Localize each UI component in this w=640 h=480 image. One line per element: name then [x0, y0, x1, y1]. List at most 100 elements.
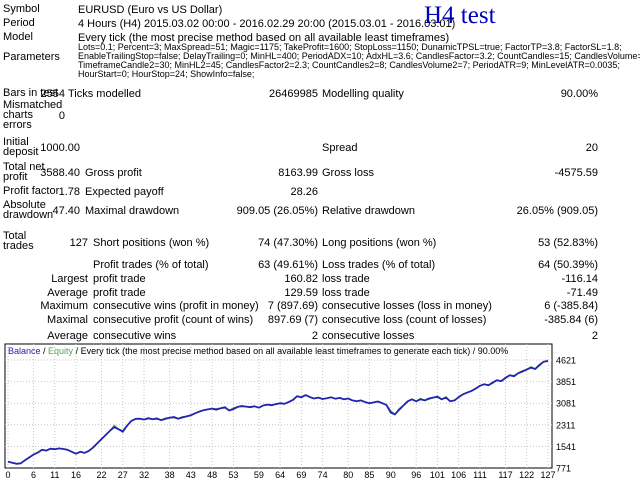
stat-label: Initial deposit — [3, 136, 39, 158]
stat-value: 63 (49.61%) — [258, 259, 318, 271]
svg-text:127: 127 — [540, 470, 555, 480]
svg-text:Balance / Equity / Every tick: Balance / Equity / Every tick (the most … — [8, 346, 508, 356]
svg-text:53: 53 — [228, 470, 238, 480]
svg-text:69: 69 — [296, 470, 306, 480]
svg-text:101: 101 — [430, 470, 445, 480]
model-value: Every tick (the most precise method base… — [78, 32, 450, 44]
svg-text:117: 117 — [498, 470, 512, 480]
svg-text:38: 38 — [165, 470, 175, 480]
stat-label: Relative drawdown — [322, 205, 415, 217]
symbol-label: Symbol — [3, 3, 40, 15]
stat-label: loss trade — [322, 287, 370, 299]
stat-value: 2554 — [40, 88, 65, 100]
stat-value: -4575.59 — [554, 167, 598, 179]
stat-value: 2 — [311, 330, 318, 342]
stat-label: consecutive wins (profit in money) — [93, 300, 259, 312]
stat-label: Expected payoff — [85, 186, 164, 198]
stat-label: Maximal drawdown — [85, 205, 180, 217]
svg-text:122: 122 — [519, 470, 534, 480]
svg-text:43: 43 — [186, 470, 196, 480]
stat-value: -116.14 — [561, 273, 599, 285]
page-title: H4 test — [424, 2, 496, 29]
period-label: Period — [3, 17, 35, 29]
stat-label: Modelling quality — [322, 88, 404, 100]
stat-value: 2 — [591, 330, 598, 342]
parameters-line-2: EnableTrailingStop=false; DelayTrailing=… — [78, 51, 640, 61]
stat-label: Average — [47, 330, 88, 342]
parameters-line-3: TimeframeCandle2=30; MinHL2=45; CandlesF… — [78, 60, 620, 70]
svg-text:80: 80 — [343, 470, 353, 480]
stat-value: 1.78 — [58, 186, 80, 198]
stat-label: Mismatched charts errors — [3, 99, 63, 131]
parameters-line-4: HourStart=0; HourStop=24; ShowInfo=false… — [78, 69, 255, 79]
stat-label: loss trade — [322, 273, 370, 285]
stat-value: 8163.99 — [278, 167, 318, 179]
svg-text:22: 22 — [96, 470, 106, 480]
svg-text:771: 771 — [556, 464, 571, 474]
mismatched-row: Mismatched charts errors 0 — [0, 100, 640, 132]
stat-value: 909.05 (26.05%) — [236, 205, 318, 217]
stat-value: 897.69 (7) — [267, 314, 318, 326]
stat-value: 64 (50.39%) — [538, 259, 598, 271]
total-trades-row: Total trades 127 Short positions (won %)… — [0, 231, 640, 253]
stat-value: 26469985 — [269, 88, 318, 100]
stat-label: Largest — [51, 273, 88, 285]
stat-value: 129.59 — [284, 287, 318, 299]
svg-text:2311: 2311 — [556, 420, 575, 430]
svg-text:64: 64 — [275, 470, 285, 480]
stat-label: consecutive loss (count of losses) — [322, 314, 487, 326]
svg-text:59: 59 — [254, 470, 264, 480]
stat-value: 90.00% — [560, 88, 598, 100]
parameters-label: Parameters — [3, 51, 60, 63]
stat-label: Gross loss — [322, 167, 374, 179]
parameters-row: Parameters Lots=0.1; Percent=3; MaxSprea… — [0, 43, 640, 81]
profit-factor-row: Profit factor 1.78 Expected payoff 28.26 — [0, 186, 640, 200]
svg-text:111: 111 — [473, 470, 487, 480]
stat-label: Spread — [322, 142, 358, 154]
maximum-consecutive-row: Maximum consecutive wins (profit in mone… — [0, 300, 640, 314]
stat-label: Gross profit — [85, 167, 142, 179]
svg-text:32: 32 — [139, 470, 149, 480]
stat-value: 0 — [58, 110, 65, 122]
initial-deposit-row: Initial deposit 1000.00 Spread 20 — [0, 137, 640, 159]
stat-label: consecutive losses (loss in money) — [322, 300, 492, 312]
model-label: Model — [3, 31, 33, 43]
stat-value: 127 — [69, 237, 88, 249]
svg-text:74: 74 — [318, 470, 328, 480]
stat-label: Ticks modelled — [68, 88, 141, 100]
svg-text:0: 0 — [5, 470, 10, 480]
stat-label: Average — [47, 287, 88, 299]
stat-value: -385.84 (6) — [544, 314, 598, 326]
stat-value: 20 — [585, 142, 598, 154]
svg-text:3851: 3851 — [556, 377, 576, 387]
stat-label: Total net profit — [3, 161, 45, 183]
stat-value: 47.40 — [52, 205, 80, 217]
largest-trade-row: Largest profit trade 160.82 loss trade -… — [0, 273, 640, 287]
stat-label: Total trades — [3, 230, 34, 252]
svg-text:106: 106 — [451, 470, 466, 480]
svg-text:1541: 1541 — [556, 442, 576, 452]
average-trade-row: Average profit trade 129.59 loss trade -… — [0, 287, 640, 301]
symbol-row: Symbol EURUSD (Euro vs US Dollar) — [0, 4, 640, 18]
stat-value: -71.49 — [566, 287, 598, 299]
stat-value: 3588.40 — [40, 167, 80, 179]
svg-text:27: 27 — [118, 470, 128, 480]
net-profit-row: Total net profit 3588.40 Gross profit 81… — [0, 162, 640, 184]
stat-value: 26.05% (909.05) — [516, 205, 598, 217]
parameters-line-1: Lots=0.1; Percent=3; MaxSpread=51; Magic… — [78, 42, 622, 52]
period-value: 4 Hours (H4) 2015.03.02 00:00 - 2016.02.… — [78, 18, 456, 30]
svg-text:3081: 3081 — [556, 399, 576, 409]
stat-label: profit trade — [93, 273, 146, 285]
svg-text:85: 85 — [364, 470, 374, 480]
stat-label: consecutive losses — [322, 330, 415, 342]
stat-label: profit trade — [93, 287, 146, 299]
svg-text:16: 16 — [71, 470, 81, 480]
absolute-drawdown-row: Absolute drawdown 47.40 Maximal drawdown… — [0, 200, 640, 222]
stat-label: Long positions (won %) — [322, 237, 437, 249]
symbol-value: EURUSD (Euro vs US Dollar) — [78, 4, 223, 16]
svg-text:96: 96 — [411, 470, 421, 480]
svg-text:48: 48 — [207, 470, 217, 480]
bars-row: Bars in test 2554 Ticks modelled 2646998… — [0, 88, 640, 102]
stat-value: 7 (897.69) — [267, 300, 318, 312]
